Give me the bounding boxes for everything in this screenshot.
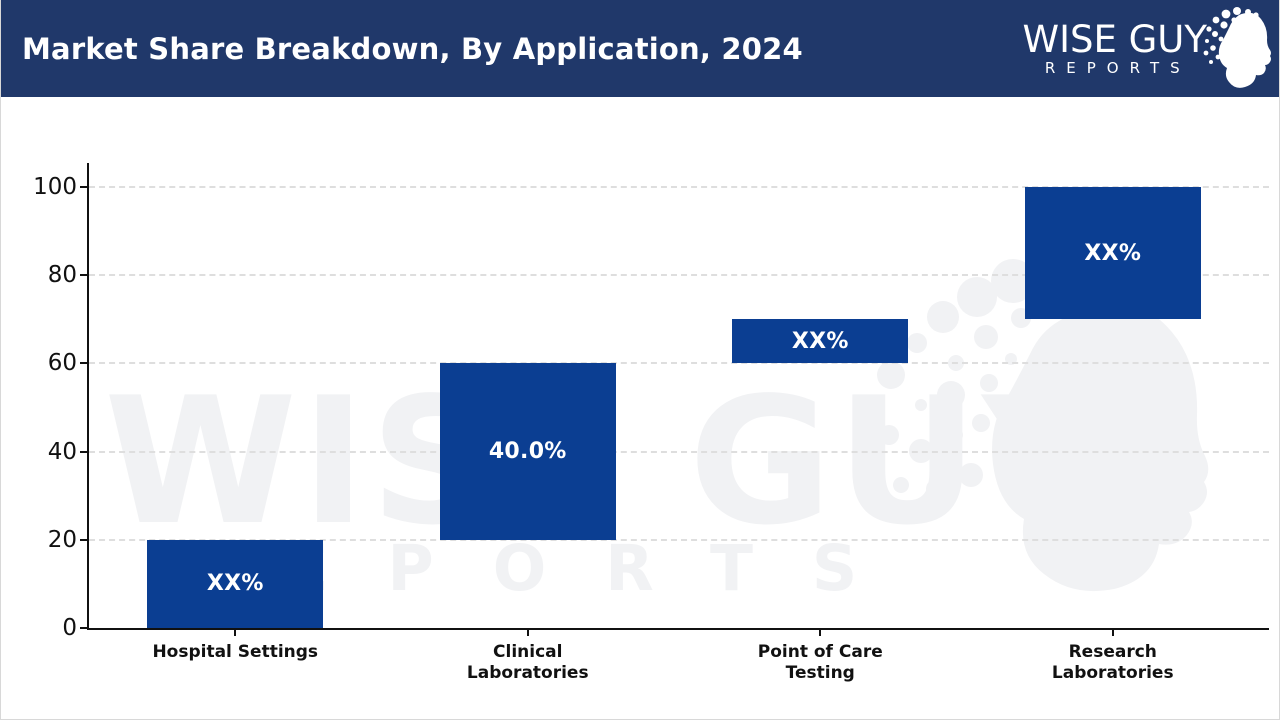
bar-value-label: XX% (791, 328, 849, 354)
y-gridline (89, 362, 1269, 365)
page-title: Market Share Breakdown, By Application, … (22, 31, 803, 66)
y-tick-mark (80, 274, 89, 277)
waterfall-bar-segment: XX% (732, 319, 909, 364)
y-tick-mark (80, 538, 89, 541)
x-tick-mark (1111, 628, 1114, 636)
wiseguy-logo: WISE GUY REPORTS (1023, 6, 1279, 91)
x-tick-mark (234, 628, 237, 636)
wiseguy-face-icon (1203, 6, 1271, 88)
y-gridline (89, 274, 1269, 277)
y-tick-label: 40 (47, 438, 77, 465)
x-category-label: Clinical Laboratories (466, 642, 589, 683)
logo-sub-label: REPORTS (1044, 59, 1191, 77)
logo-name-label: WISE GUY (1022, 18, 1207, 61)
bar-value-label: XX% (206, 571, 264, 597)
y-tick-label: 20 (47, 526, 77, 553)
wiseguy-logo-text: WISE GUY REPORTS (1023, 21, 1207, 76)
x-axis-line (87, 628, 1269, 630)
y-tick-label: 60 (47, 350, 77, 377)
bar-value-label: 40.0% (488, 439, 567, 465)
y-gridline (89, 450, 1269, 453)
waterfall-bar-segment: XX% (1024, 187, 1201, 320)
y-tick-label: 100 (33, 174, 77, 200)
face-watermark-icon (877, 254, 1209, 592)
y-tick-label: 80 (47, 262, 77, 289)
y-tick-mark (80, 627, 89, 629)
x-tick-mark (526, 628, 529, 636)
y-axis-line (87, 163, 89, 630)
y-tick-label: 0 (62, 615, 77, 641)
x-category-label: Hospital Settings (152, 642, 319, 662)
x-tick-mark (819, 628, 822, 636)
bar-value-label: XX% (1084, 240, 1142, 266)
header-bar: Market Share Breakdown, By Application, … (1, 0, 1279, 97)
y-tick-mark (80, 450, 89, 453)
x-category-label: Research Laboratories (1051, 642, 1174, 683)
waterfall-bar-segment: 40.0% (439, 363, 616, 540)
plot-area: WISE GUY REPORTS 0 20 40 60 80 100 XX% Hospital… (1, 97, 1279, 718)
y-tick-mark (80, 362, 89, 365)
waterfall-bar-segment: XX% (147, 539, 324, 628)
y-gridline (89, 538, 1269, 541)
y-tick-mark (80, 186, 89, 188)
x-category-label: Point of Care Testing (757, 642, 883, 683)
y-gridline (89, 186, 1269, 188)
